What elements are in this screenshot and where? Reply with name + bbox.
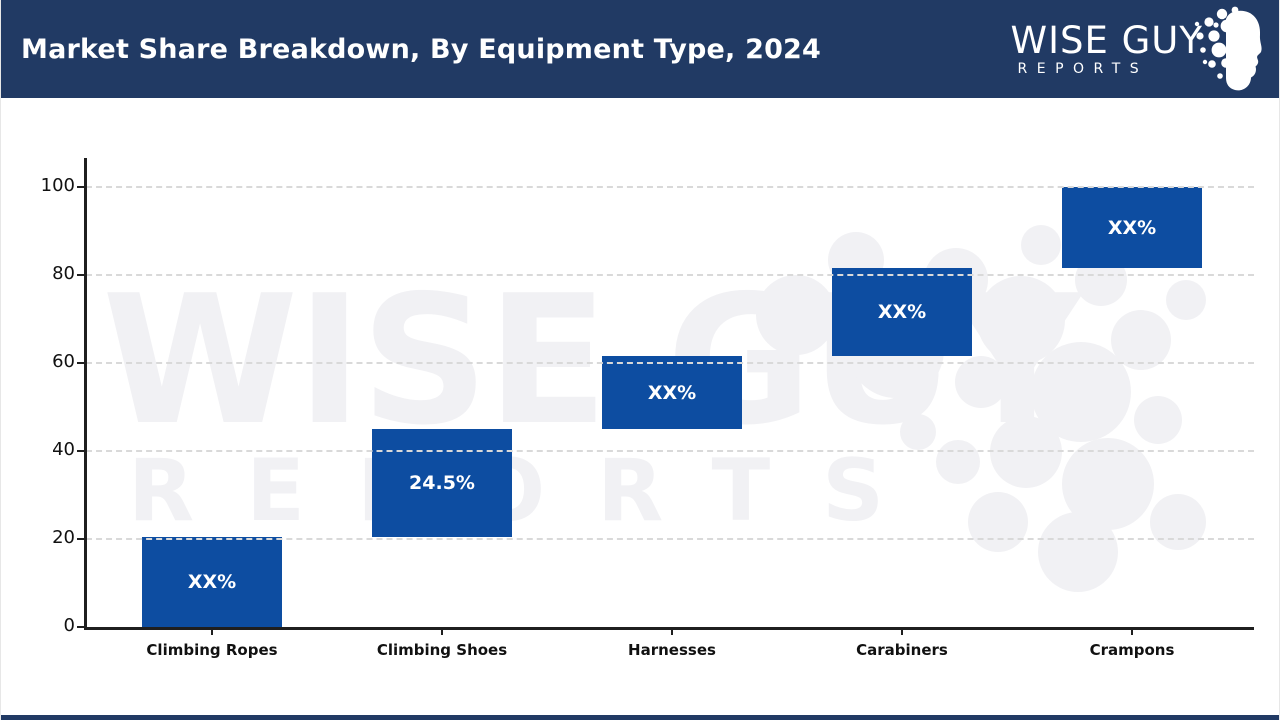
bar-value-label: XX% bbox=[647, 381, 697, 404]
gridline bbox=[86, 450, 1254, 452]
x-axis-tickmark bbox=[901, 627, 903, 635]
y-axis-tick-label: 40 bbox=[52, 439, 75, 460]
gridline bbox=[86, 274, 1254, 276]
x-axis-category-label: Carabiners bbox=[856, 641, 948, 659]
gridline bbox=[86, 362, 1254, 364]
bar-value-label: XX% bbox=[1107, 216, 1157, 239]
y-axis-tickmark bbox=[77, 274, 86, 276]
waterfall-bar: XX% bbox=[832, 268, 972, 357]
y-axis-line bbox=[84, 158, 87, 630]
wiseguy-logo: WISE GUY REPORTS bbox=[1011, 5, 1267, 93]
waterfall-bar: XX% bbox=[1062, 187, 1202, 269]
y-axis-tickmark bbox=[77, 362, 86, 364]
x-axis-category-label: Climbing Shoes bbox=[376, 641, 508, 659]
x-axis-category-label: Harnesses bbox=[628, 641, 716, 659]
y-axis-tick-label: 100 bbox=[40, 175, 75, 196]
logo-text: WISE GUY REPORTS bbox=[1011, 22, 1203, 76]
x-axis-tickmark bbox=[211, 627, 213, 635]
header: Market Share Breakdown, By Equipment Typ… bbox=[1, 0, 1279, 98]
page-title: Market Share Breakdown, By Equipment Typ… bbox=[21, 33, 822, 65]
bar-value-label: XX% bbox=[187, 570, 237, 593]
y-axis-tick-label: 0 bbox=[63, 615, 75, 636]
logo-subtitle: REPORTS bbox=[1017, 61, 1149, 77]
x-axis-line bbox=[84, 627, 1254, 630]
y-axis-tick-label: 20 bbox=[52, 527, 75, 548]
x-axis-tickmark bbox=[1131, 627, 1133, 635]
y-axis-tick-label: 60 bbox=[52, 351, 75, 372]
logo-wordmark: WISE GUY bbox=[1010, 19, 1203, 62]
gridline bbox=[86, 538, 1254, 540]
bar-value-label: 24.5% bbox=[409, 471, 475, 494]
x-axis-tickmark bbox=[671, 627, 673, 635]
x-axis-category-label: Crampons bbox=[1089, 641, 1175, 659]
logo-head-icon bbox=[1194, 6, 1262, 91]
footer-bar bbox=[1, 715, 1279, 720]
y-axis-tickmark bbox=[77, 538, 86, 540]
waterfall-bar: 24.5% bbox=[372, 429, 512, 537]
y-axis-tickmark bbox=[77, 186, 86, 188]
waterfall-bar: XX% bbox=[602, 356, 742, 429]
x-axis-tickmark bbox=[441, 627, 443, 635]
x-axis-category-label: Climbing Ropes bbox=[146, 641, 278, 659]
y-axis-tickmark bbox=[77, 626, 86, 628]
y-axis-tick-label: 80 bbox=[52, 263, 75, 284]
gridline bbox=[86, 186, 1254, 188]
chart-area: WISE GUY REPORTS 0 20 40 60 80 100 XX% Climbing… bbox=[1, 98, 1279, 715]
bar-value-label: XX% bbox=[877, 301, 927, 324]
waterfall-bar: XX% bbox=[142, 536, 282, 627]
y-axis-tickmark bbox=[77, 450, 86, 452]
